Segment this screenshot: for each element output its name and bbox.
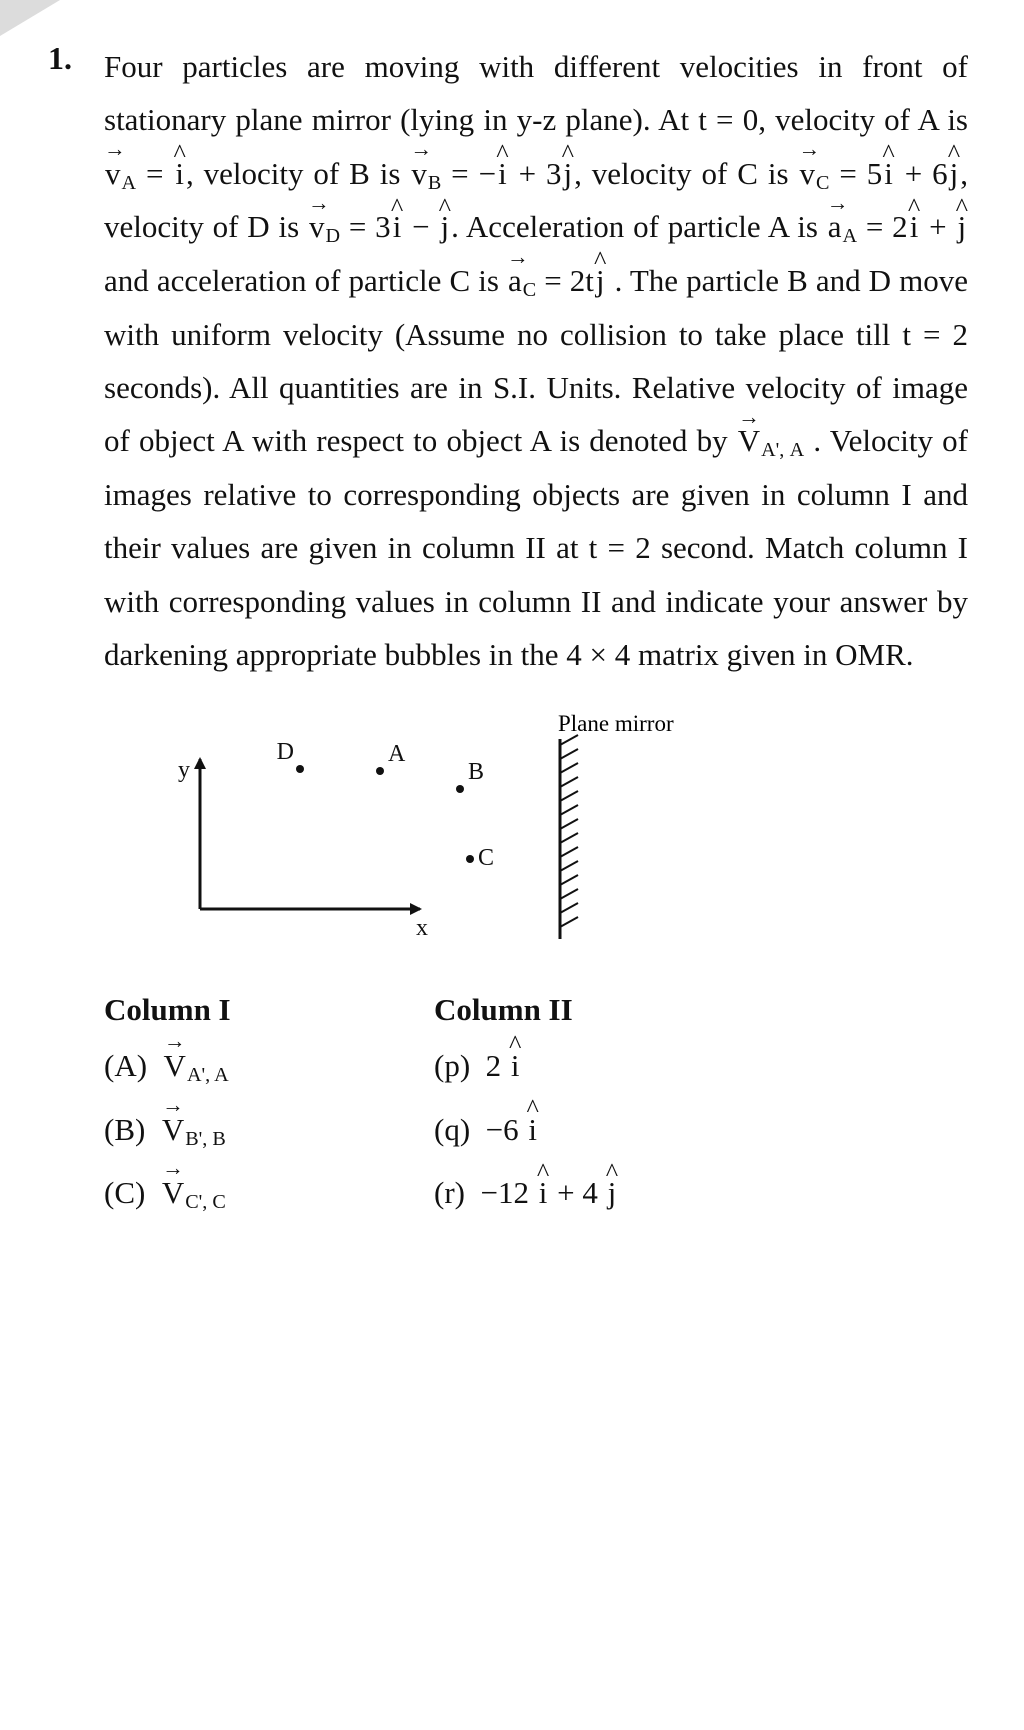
mirror [560, 735, 578, 939]
option-right: (q) −6 i [434, 1098, 539, 1162]
VAA-lhs: V [737, 414, 761, 467]
option-row: (C) VC', C(r) −12 i + 4 j [104, 1161, 968, 1225]
page-corner-fold [0, 0, 60, 36]
vA-sub: A [122, 172, 137, 194]
options-list: (A) VA', A(p) 2 i(B) VB', B(q) −6 i(C) V… [48, 1034, 968, 1225]
j-hat: j [438, 200, 451, 253]
value-pre: −6 [486, 1112, 527, 1147]
option-tag: (A) [104, 1048, 147, 1083]
svg-text:x: x [416, 915, 428, 941]
text: . Velocity of images relative to corresp… [104, 423, 968, 672]
svg-text:A: A [388, 741, 406, 767]
i-hat: i [496, 147, 509, 200]
text: + 6 [895, 156, 948, 191]
eq: = 3 [340, 209, 391, 244]
option-tag: (p) [434, 1048, 470, 1083]
figure: Plane mirror yx DABC [120, 709, 760, 974]
option-left: (C) VC', C [104, 1161, 434, 1225]
aC-lhs: a [507, 254, 523, 307]
option-tag: (B) [104, 1112, 145, 1147]
vD-lhs: v [308, 200, 326, 253]
i-hat: i [509, 1034, 522, 1098]
question-number: 1. [48, 40, 80, 77]
text: + [920, 209, 955, 244]
figure-caption: Plane mirror [558, 711, 674, 736]
option-sub: A', A [187, 1064, 229, 1086]
i-hat: i [173, 147, 186, 200]
eq: = [136, 156, 173, 191]
option-left: (B) VB', B [104, 1098, 434, 1162]
i-hat: i [537, 1161, 550, 1225]
value-pre: −12 [480, 1175, 536, 1210]
question-row: 1. Four particles are moving with differ… [48, 40, 968, 681]
axes: yx [178, 757, 428, 941]
text: − [403, 209, 438, 244]
svg-text:C: C [478, 845, 494, 871]
value-pre: 2 [486, 1048, 509, 1083]
option-symbol: V [161, 1161, 185, 1225]
j-hat: j [606, 1161, 619, 1225]
j-hat: j [955, 200, 968, 253]
j-hat: j [594, 254, 607, 307]
svg-text:y: y [178, 757, 190, 783]
text: and acceleration of particle C is [104, 263, 507, 298]
vA-lhs: v [104, 147, 122, 200]
columns-header: Column I Column II [104, 992, 968, 1028]
eq: = 2t [536, 263, 594, 298]
points-group: D A B C [277, 739, 494, 871]
eq: = 2 [857, 209, 908, 244]
aA-sub: A [843, 225, 858, 247]
vC-lhs: v [798, 147, 816, 200]
option-left: (A) VA', A [104, 1034, 434, 1098]
vB-lhs: v [410, 147, 428, 200]
option-sub: B', B [185, 1128, 226, 1150]
aA-lhs: a [827, 200, 843, 253]
column-2-head: Column II [434, 992, 573, 1028]
question-body: Four particles are moving with different… [104, 40, 968, 681]
text: Four particles are moving with different… [104, 49, 968, 137]
option-tag: (q) [434, 1112, 470, 1147]
aC-sub: C [523, 279, 536, 301]
VAA-sub: A', A [761, 439, 804, 461]
text: , velocity of B is [186, 156, 410, 191]
i-hat: i [391, 200, 404, 253]
text: + 3 [509, 156, 562, 191]
svg-text:D: D [277, 739, 294, 765]
option-sub: C', C [185, 1191, 226, 1213]
j-hat: j [562, 147, 575, 200]
question-paragraph: Four particles are moving with different… [104, 40, 968, 681]
option-tag: (r) [434, 1175, 465, 1210]
option-right: (p) 2 i [434, 1034, 522, 1098]
value-mid: + 4 [549, 1175, 605, 1210]
svg-text:B: B [468, 759, 484, 785]
option-tag: (C) [104, 1175, 145, 1210]
text: , velocity of C is [574, 156, 798, 191]
figure-svg: Plane mirror yx DABC [120, 709, 760, 969]
vD-sub: D [326, 225, 341, 247]
i-hat: i [882, 147, 895, 200]
option-right: (r) −12 i + 4 j [434, 1161, 618, 1225]
i-hat: i [908, 200, 921, 253]
column-1-head: Column I [104, 992, 434, 1028]
page: 1. Four particles are moving with differ… [0, 0, 1024, 1730]
